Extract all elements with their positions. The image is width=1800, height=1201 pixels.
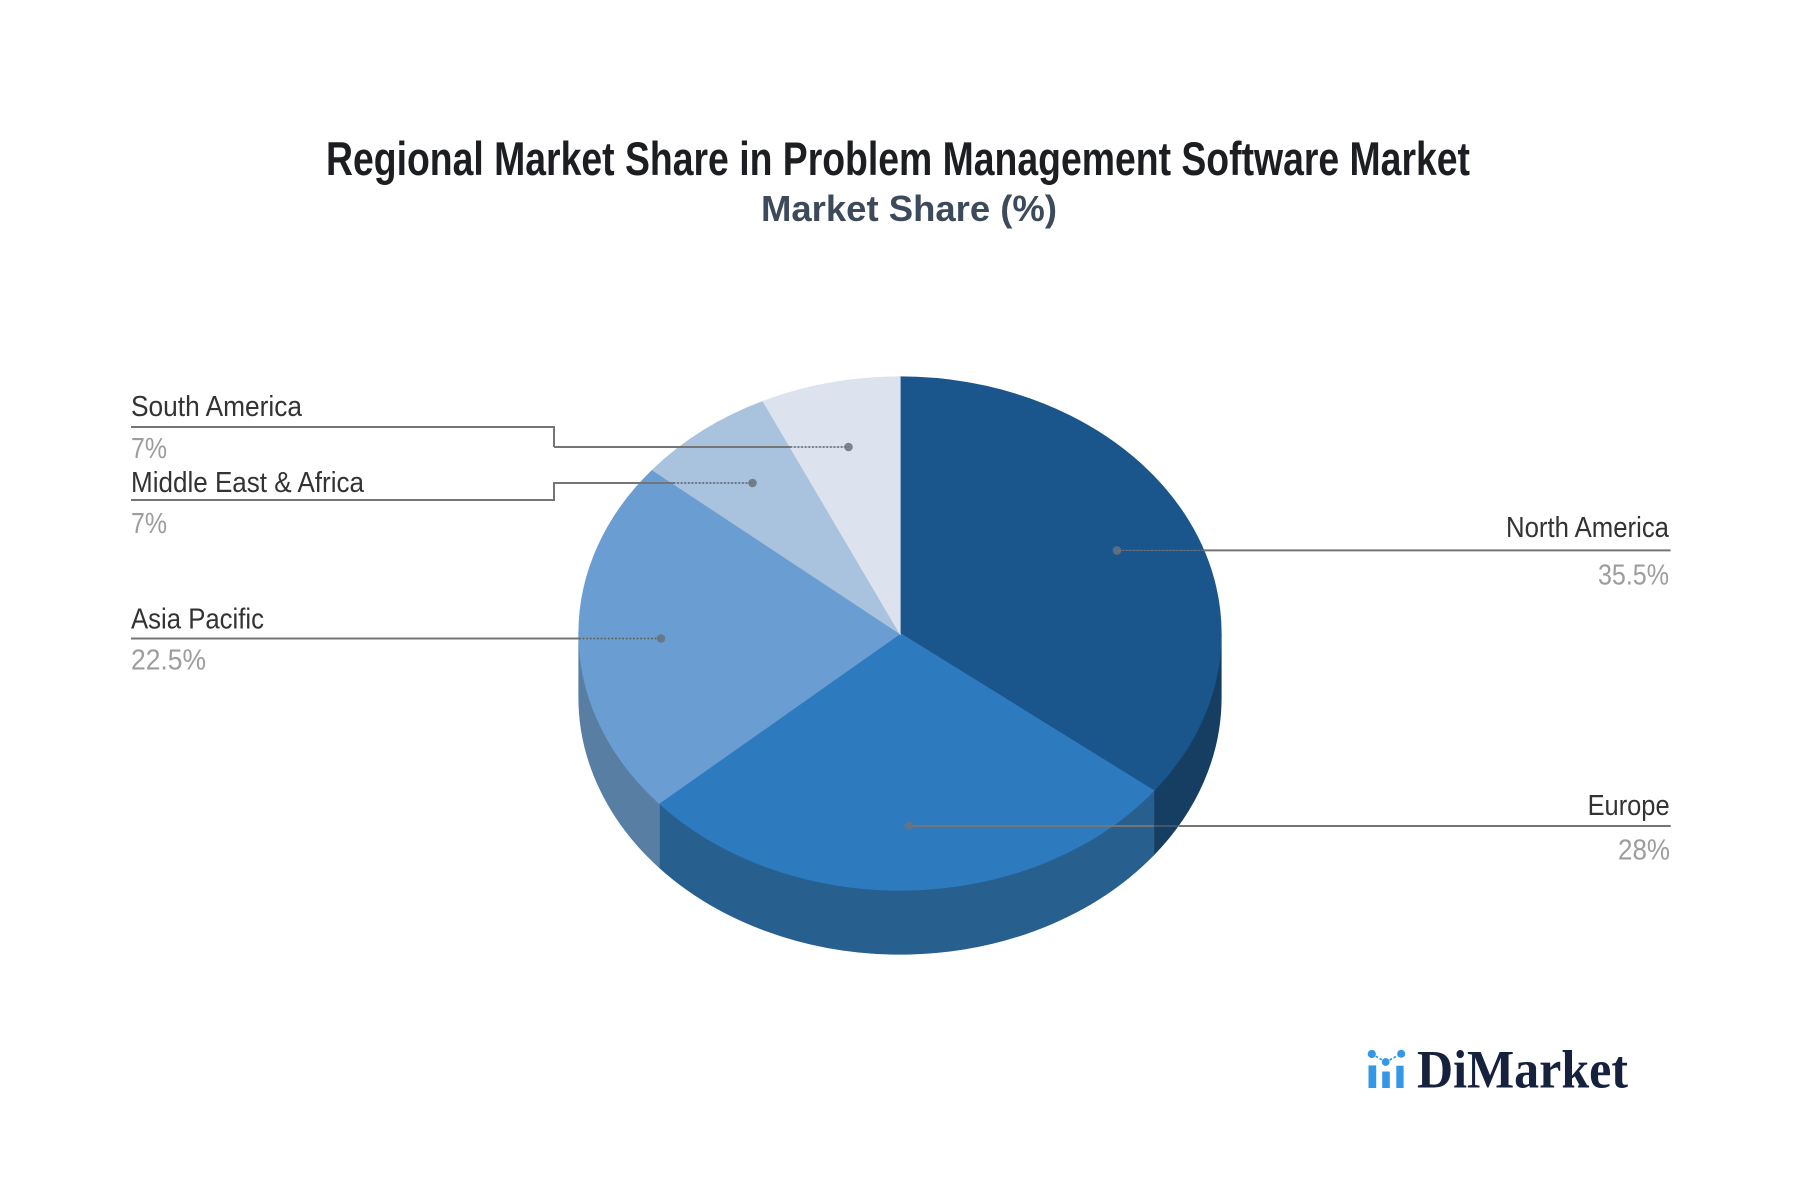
svg-text:South America: South America	[131, 391, 303, 423]
svg-text:7%: 7%	[131, 433, 167, 465]
svg-text:Regional Market Share in Probl: Regional Market Share in Problem Managem…	[326, 132, 1470, 185]
svg-text:Europe: Europe	[1588, 790, 1670, 822]
svg-text:DiMarket: DiMarket	[1417, 1040, 1628, 1100]
svg-text:22.5%: 22.5%	[131, 645, 206, 677]
svg-text:Market Share (%): Market Share (%)	[761, 188, 1057, 229]
svg-text:7%: 7%	[131, 508, 167, 540]
svg-text:Asia Pacific: Asia Pacific	[131, 603, 264, 635]
svg-text:28%: 28%	[1618, 835, 1670, 867]
svg-text:North America: North America	[1506, 512, 1670, 544]
svg-text:35.5%: 35.5%	[1598, 559, 1669, 591]
svg-text:Middle East & Africa: Middle East & Africa	[131, 467, 365, 499]
